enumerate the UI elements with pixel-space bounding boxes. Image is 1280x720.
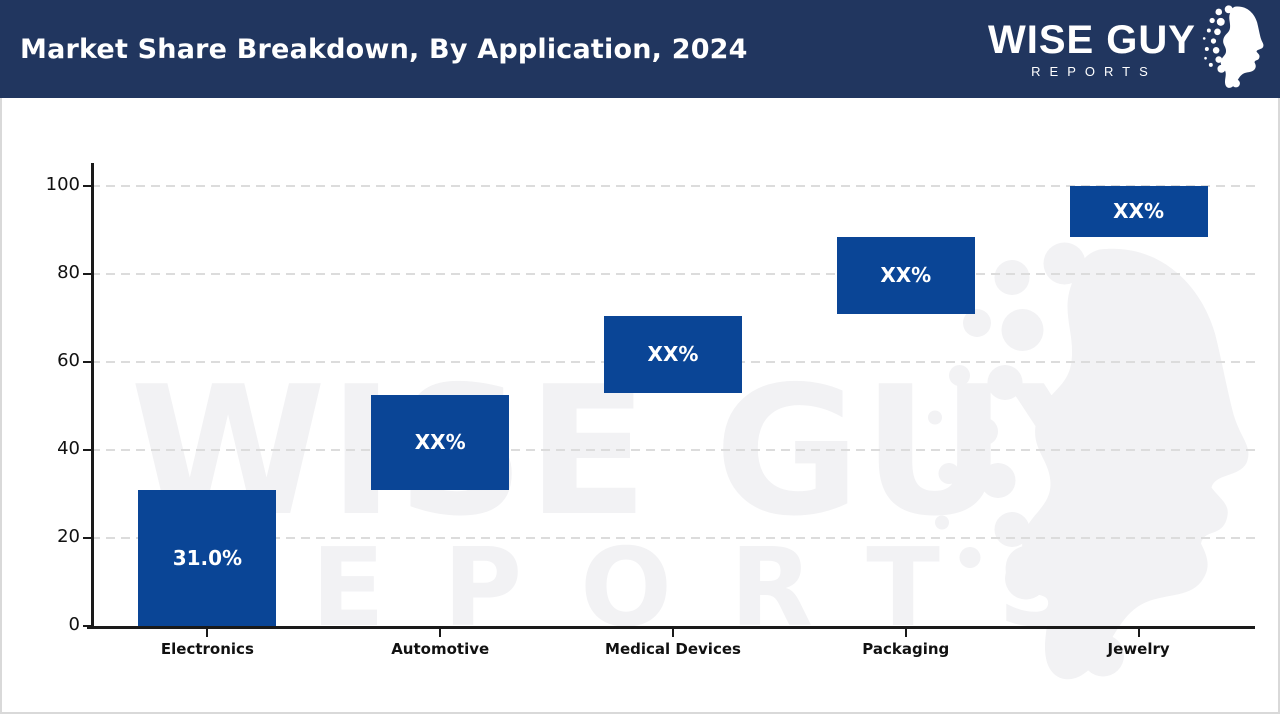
bar-electronics: 31.0% — [138, 489, 277, 626]
header-bar: Market Share Breakdown, By Application, … — [0, 0, 1280, 98]
x-tick-packaging — [904, 629, 907, 637]
bar-value-label: XX% — [1113, 199, 1165, 224]
bar-jewelry: XX% — [1069, 186, 1208, 237]
x-axis-line — [87, 626, 1255, 629]
dotted-head-icon — [1198, 4, 1266, 94]
gridline-80 — [91, 273, 1255, 275]
bar-medical-devices: XX% — [604, 315, 742, 393]
category-label-packaging: Packaging — [862, 640, 950, 658]
watermark-dotted-head-icon — [907, 228, 1257, 702]
bar-packaging: XX% — [836, 236, 975, 314]
bar-automotive: XX% — [371, 395, 510, 490]
gridline-20 — [91, 537, 1255, 539]
bar-value-label: XX% — [414, 430, 466, 455]
y-tick-40 — [83, 449, 91, 451]
y-tick-60 — [83, 361, 91, 363]
bar-value-label: XX% — [880, 263, 932, 288]
x-tick-automotive — [439, 629, 442, 637]
bar-value-label: XX% — [647, 342, 699, 367]
category-label-electronics: Electronics — [160, 640, 254, 658]
x-tick-electronics — [206, 629, 209, 637]
y-tick-80 — [83, 273, 91, 275]
y-axis-line — [91, 163, 94, 629]
y-tick-label-60: 60 — [57, 350, 80, 371]
y-tick-label-0: 0 — [68, 614, 80, 635]
y-tick-label-100: 100 — [45, 174, 80, 195]
y-tick-label-80: 80 — [57, 262, 80, 283]
gridline-40 — [91, 449, 1255, 451]
chart-title: Market Share Breakdown, By Application, … — [20, 33, 748, 65]
x-tick-jewelry — [1137, 629, 1140, 637]
category-label-jewelry: Jewelry — [1107, 640, 1170, 658]
wise-guy-reports-logo: WISE GUY REPORTS — [988, 4, 1266, 94]
y-tick-label-40: 40 — [57, 438, 80, 459]
y-tick-label-20: 20 — [57, 526, 80, 547]
y-tick-100 — [83, 185, 91, 187]
category-label-medical-devices: Medical Devices — [605, 640, 741, 658]
chart-card: WISE GUY REPORTS 0 20 40 60 80 100 31.0% Electr… — [0, 98, 1280, 714]
category-label-automotive: Automotive — [391, 640, 490, 658]
gridline-100 — [91, 185, 1255, 187]
y-tick-20 — [83, 537, 91, 539]
x-tick-medical-devices — [672, 629, 674, 637]
watermark-subtitle: REPORTS — [170, 526, 1134, 651]
logo-wordmark: WISE GUY — [987, 18, 1196, 62]
logo-text: WISE GUY REPORTS — [988, 20, 1196, 78]
bar-value-label: 31.0% — [172, 545, 243, 570]
logo-subtitle: REPORTS — [1031, 64, 1157, 79]
